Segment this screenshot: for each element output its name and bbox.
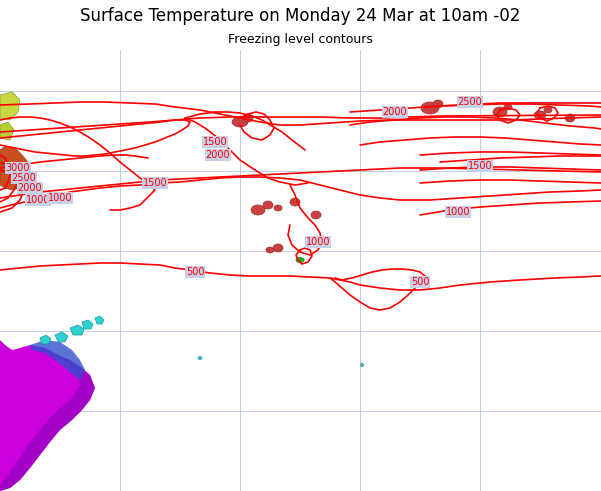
Text: Freezing level contours: Freezing level contours xyxy=(228,32,373,46)
Ellipse shape xyxy=(504,104,512,110)
Ellipse shape xyxy=(263,201,273,209)
Text: 2500: 2500 xyxy=(457,97,483,107)
Ellipse shape xyxy=(544,107,552,113)
Ellipse shape xyxy=(493,107,507,117)
Polygon shape xyxy=(0,92,20,120)
Ellipse shape xyxy=(243,114,253,122)
Text: 2000: 2000 xyxy=(17,183,42,193)
Ellipse shape xyxy=(273,244,283,252)
Text: 1000: 1000 xyxy=(446,207,470,217)
Text: 1000: 1000 xyxy=(306,237,331,247)
Text: 3000: 3000 xyxy=(6,163,30,173)
Polygon shape xyxy=(0,122,14,140)
Ellipse shape xyxy=(565,114,575,122)
Ellipse shape xyxy=(266,247,274,253)
Ellipse shape xyxy=(534,111,546,119)
Ellipse shape xyxy=(296,257,304,263)
Ellipse shape xyxy=(198,356,202,359)
Text: 500: 500 xyxy=(410,277,429,287)
Ellipse shape xyxy=(274,205,282,211)
Text: 1500: 1500 xyxy=(203,137,227,147)
Text: 1000: 1000 xyxy=(47,193,72,203)
Ellipse shape xyxy=(361,363,364,366)
Ellipse shape xyxy=(421,102,439,114)
Polygon shape xyxy=(55,332,68,342)
Polygon shape xyxy=(40,335,51,344)
Polygon shape xyxy=(0,146,30,190)
Ellipse shape xyxy=(251,205,265,215)
Text: 500: 500 xyxy=(186,267,204,277)
Text: 2000: 2000 xyxy=(383,107,407,117)
Polygon shape xyxy=(82,320,93,329)
Text: 2000: 2000 xyxy=(206,150,230,160)
Ellipse shape xyxy=(433,100,443,108)
Polygon shape xyxy=(0,340,95,491)
Text: 1500: 1500 xyxy=(468,161,492,171)
Polygon shape xyxy=(0,345,95,491)
Polygon shape xyxy=(30,340,85,380)
Text: 1500: 1500 xyxy=(142,178,167,188)
Ellipse shape xyxy=(232,117,248,127)
Ellipse shape xyxy=(290,198,300,206)
Polygon shape xyxy=(70,325,84,335)
Text: 1000: 1000 xyxy=(26,195,50,205)
Text: Surface Temperature on Monday 24 Mar at 10am -02: Surface Temperature on Monday 24 Mar at … xyxy=(81,7,520,25)
Text: 2500: 2500 xyxy=(11,173,37,183)
Polygon shape xyxy=(95,316,104,324)
Ellipse shape xyxy=(311,211,321,219)
